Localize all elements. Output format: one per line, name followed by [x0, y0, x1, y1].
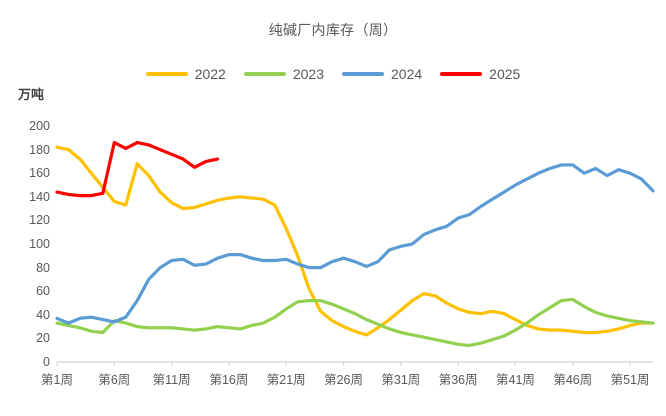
- y-axis-unit-label: 万吨: [18, 87, 45, 102]
- x-tick-51: 第51周: [610, 373, 650, 387]
- legend-label-2023: 2023: [292, 66, 324, 82]
- x-tick-6: 第6周: [98, 373, 131, 387]
- y-tick-180: 180: [29, 142, 50, 157]
- x-tick-41: 第41周: [496, 373, 535, 387]
- series-line-2024: [55, 163, 655, 325]
- legend-swatch-2022: [145, 72, 188, 76]
- legend-label-2025: 2025: [489, 66, 521, 82]
- y-tick-160: 160: [29, 166, 50, 181]
- y-tick-60: 60: [36, 284, 50, 299]
- y-tick-200: 200: [29, 119, 50, 133]
- series-line-2025: [55, 140, 220, 198]
- x-tick-1: 第1周: [41, 373, 73, 387]
- y-tick-0: 0: [43, 355, 50, 369]
- chart-title: 纯碱厂内库存（周）: [268, 22, 398, 38]
- legend-item-2022[interactable]: 2022: [145, 66, 226, 82]
- x-tick-11: 第11周: [152, 373, 191, 387]
- legend-item-2024[interactable]: 2024: [342, 66, 422, 82]
- legend-label-2024: 2024: [391, 66, 423, 82]
- legend-item-2025[interactable]: 2025: [440, 66, 520, 82]
- x-tick-31: 第31周: [381, 373, 421, 387]
- y-tick-80: 80: [36, 260, 50, 275]
- series-line-2022: [55, 145, 655, 337]
- legend-swatch-2024: [342, 72, 384, 76]
- y-tick-40: 40: [36, 307, 50, 322]
- y-tick-100: 100: [29, 237, 50, 251]
- x-tick-26: 第26周: [324, 373, 363, 387]
- x-tick-36: 第36周: [438, 373, 478, 387]
- chart-legend: 2022 2023 2024 2025: [0, 66, 666, 82]
- x-tick-21: 第21周: [266, 373, 306, 387]
- x-tick-16: 第16周: [209, 373, 249, 387]
- legend-label-2022: 2022: [194, 66, 226, 82]
- y-tick-140: 140: [29, 189, 50, 204]
- series-line-2023: [55, 297, 655, 348]
- y-tick-120: 120: [29, 213, 50, 228]
- legend-swatch-2025: [440, 72, 483, 76]
- legend-item-2023[interactable]: 2023: [243, 66, 324, 82]
- x-tick-46: 第46周: [553, 373, 593, 387]
- y-tick-20: 20: [36, 331, 50, 346]
- legend-swatch-2023: [243, 72, 286, 76]
